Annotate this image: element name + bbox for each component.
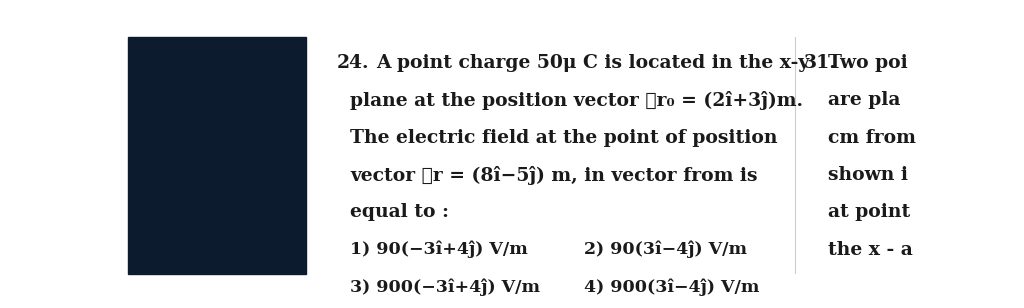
Text: the x - a: the x - a [828, 241, 912, 259]
Text: 24.: 24. [337, 54, 370, 71]
Text: 3) 900(−3î+4ĵ) V/m: 3) 900(−3î+4ĵ) V/m [350, 278, 541, 296]
Text: vector ⃗r = (8î−5ĵ) m, in vector from is: vector ⃗r = (8î−5ĵ) m, in vector from is [350, 166, 758, 185]
Text: shown i: shown i [828, 166, 908, 184]
Text: 2) 90(3î−4ĵ) V/m: 2) 90(3î−4ĵ) V/m [585, 241, 748, 258]
Text: 4) 900(3î−4ĵ) V/m: 4) 900(3î−4ĵ) V/m [585, 278, 760, 296]
Text: equal to :: equal to : [350, 204, 450, 221]
Text: 1) 90(−3î+4ĵ) V/m: 1) 90(−3î+4ĵ) V/m [350, 241, 528, 258]
Bar [128, 37, 306, 274]
Text: are pla: are pla [828, 91, 900, 109]
Text: The electric field at the point of position: The electric field at the point of posit… [350, 128, 777, 147]
Text: cm from: cm from [828, 128, 915, 147]
Text: plane at the position vector ⃗r₀ = (2î+3ĵ)m.: plane at the position vector ⃗r₀ = (2î+3… [350, 91, 803, 110]
Text: at point: at point [828, 204, 910, 221]
Text: A point charge 50μ C is located in the x-y: A point charge 50μ C is located in the x… [377, 54, 810, 71]
Text: 31.: 31. [804, 54, 837, 71]
Text: Two poi: Two poi [828, 54, 907, 71]
